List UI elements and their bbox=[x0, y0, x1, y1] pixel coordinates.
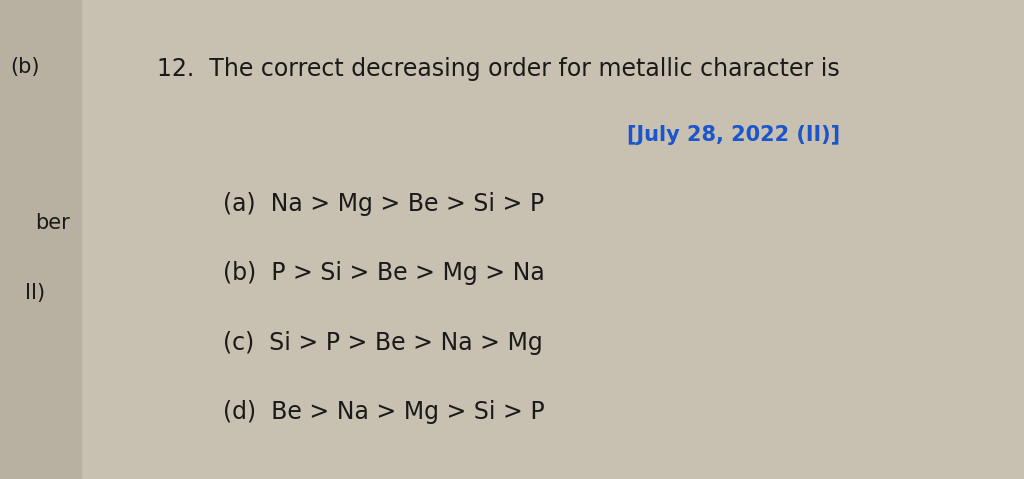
Text: 12.  The correct decreasing order for metallic character is: 12. The correct decreasing order for met… bbox=[157, 57, 840, 81]
Text: (b)  P > Si > Be > Mg > Na: (b) P > Si > Be > Mg > Na bbox=[222, 261, 545, 285]
Text: (d)  Be > Na > Mg > Si > P: (d) Be > Na > Mg > Si > P bbox=[222, 400, 544, 424]
Text: [July 28, 2022 (II)]: [July 28, 2022 (II)] bbox=[628, 125, 841, 145]
Text: (c)  Si > P > Be > Na > Mg: (c) Si > P > Be > Na > Mg bbox=[222, 331, 543, 354]
Text: (b): (b) bbox=[10, 57, 40, 78]
Text: (a)  Na > Mg > Be > Si > P: (a) Na > Mg > Be > Si > P bbox=[222, 192, 544, 216]
Text: II): II) bbox=[26, 283, 45, 303]
Bar bbox=[0, 0, 81, 479]
Text: ber: ber bbox=[36, 213, 71, 233]
